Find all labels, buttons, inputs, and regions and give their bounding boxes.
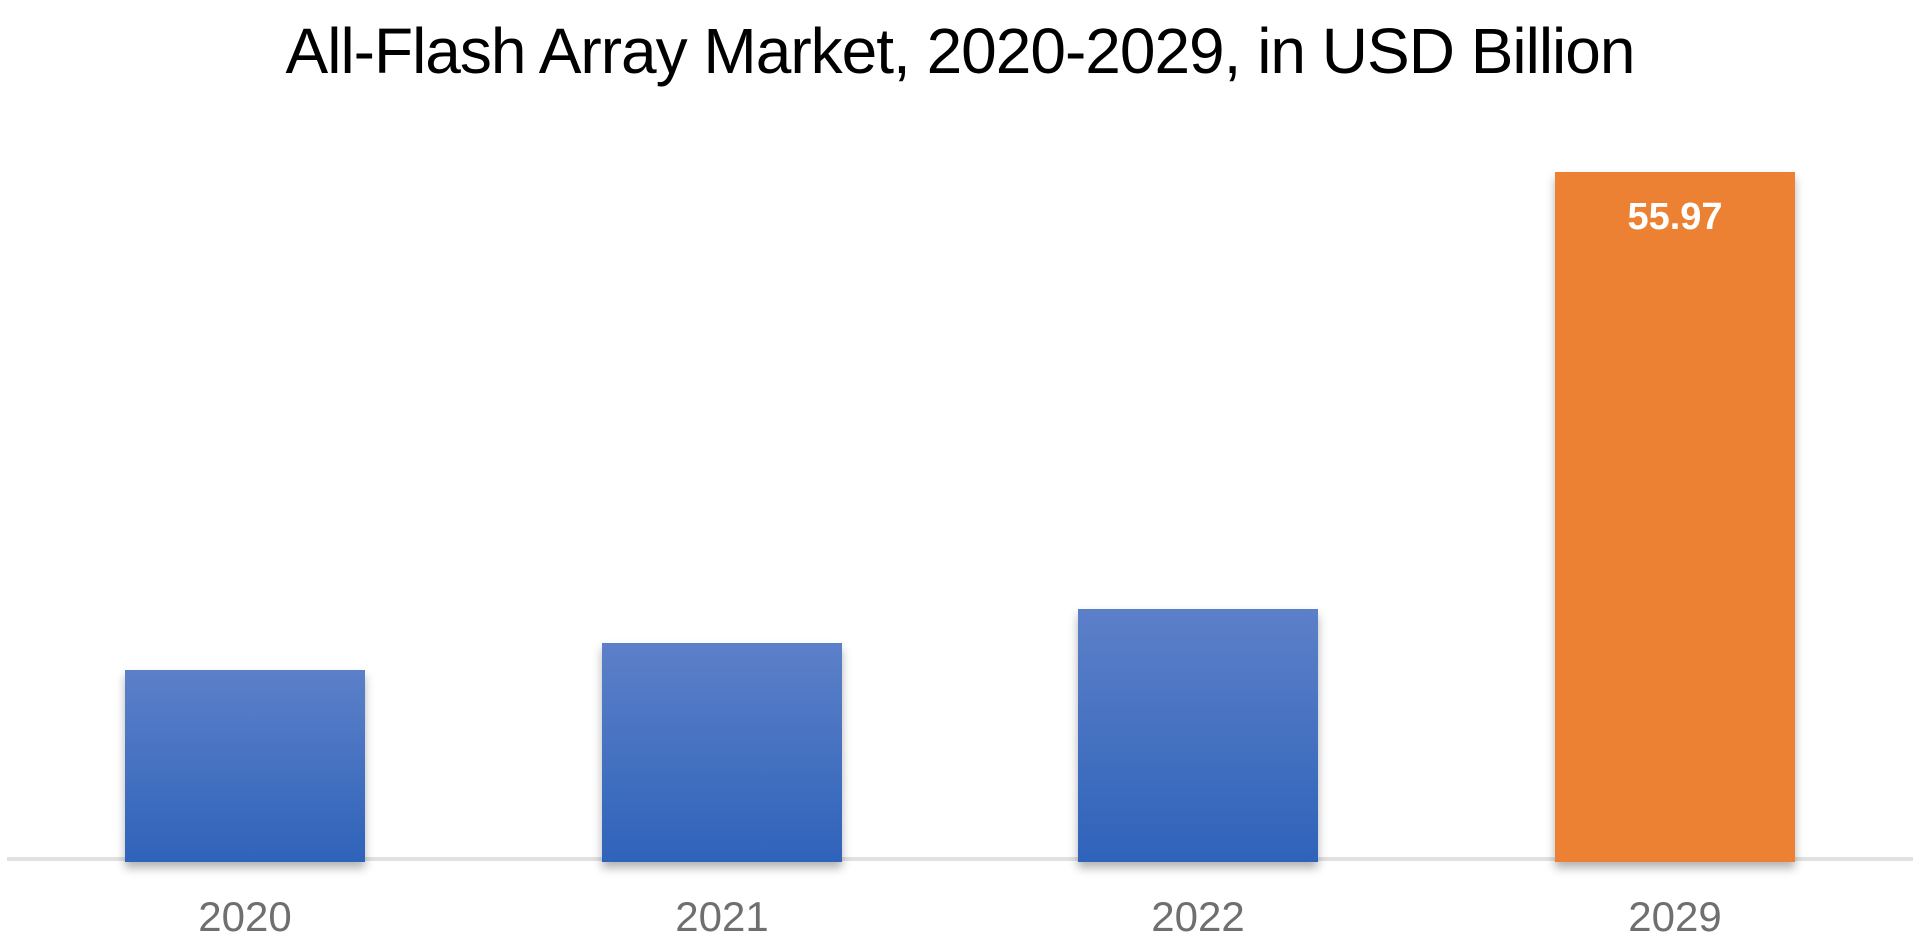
bar-2021 (602, 643, 842, 862)
bar-2022 (1078, 609, 1318, 862)
x-tick-label-2020: 2020 (198, 893, 292, 940)
x-axis-line (7, 857, 1913, 861)
x-tick-label-2029: 2029 (1628, 893, 1722, 940)
bar-2020 (125, 670, 365, 862)
bar-2029: 55.97 (1555, 172, 1795, 862)
chart-title: All-Flash Array Market, 2020-2029, in US… (285, 15, 1636, 87)
x-tick-label-2021: 2021 (675, 893, 769, 940)
bar-value-label-2029: 55.97 (1627, 196, 1723, 238)
x-tick-label-2022: 2022 (1151, 893, 1245, 940)
